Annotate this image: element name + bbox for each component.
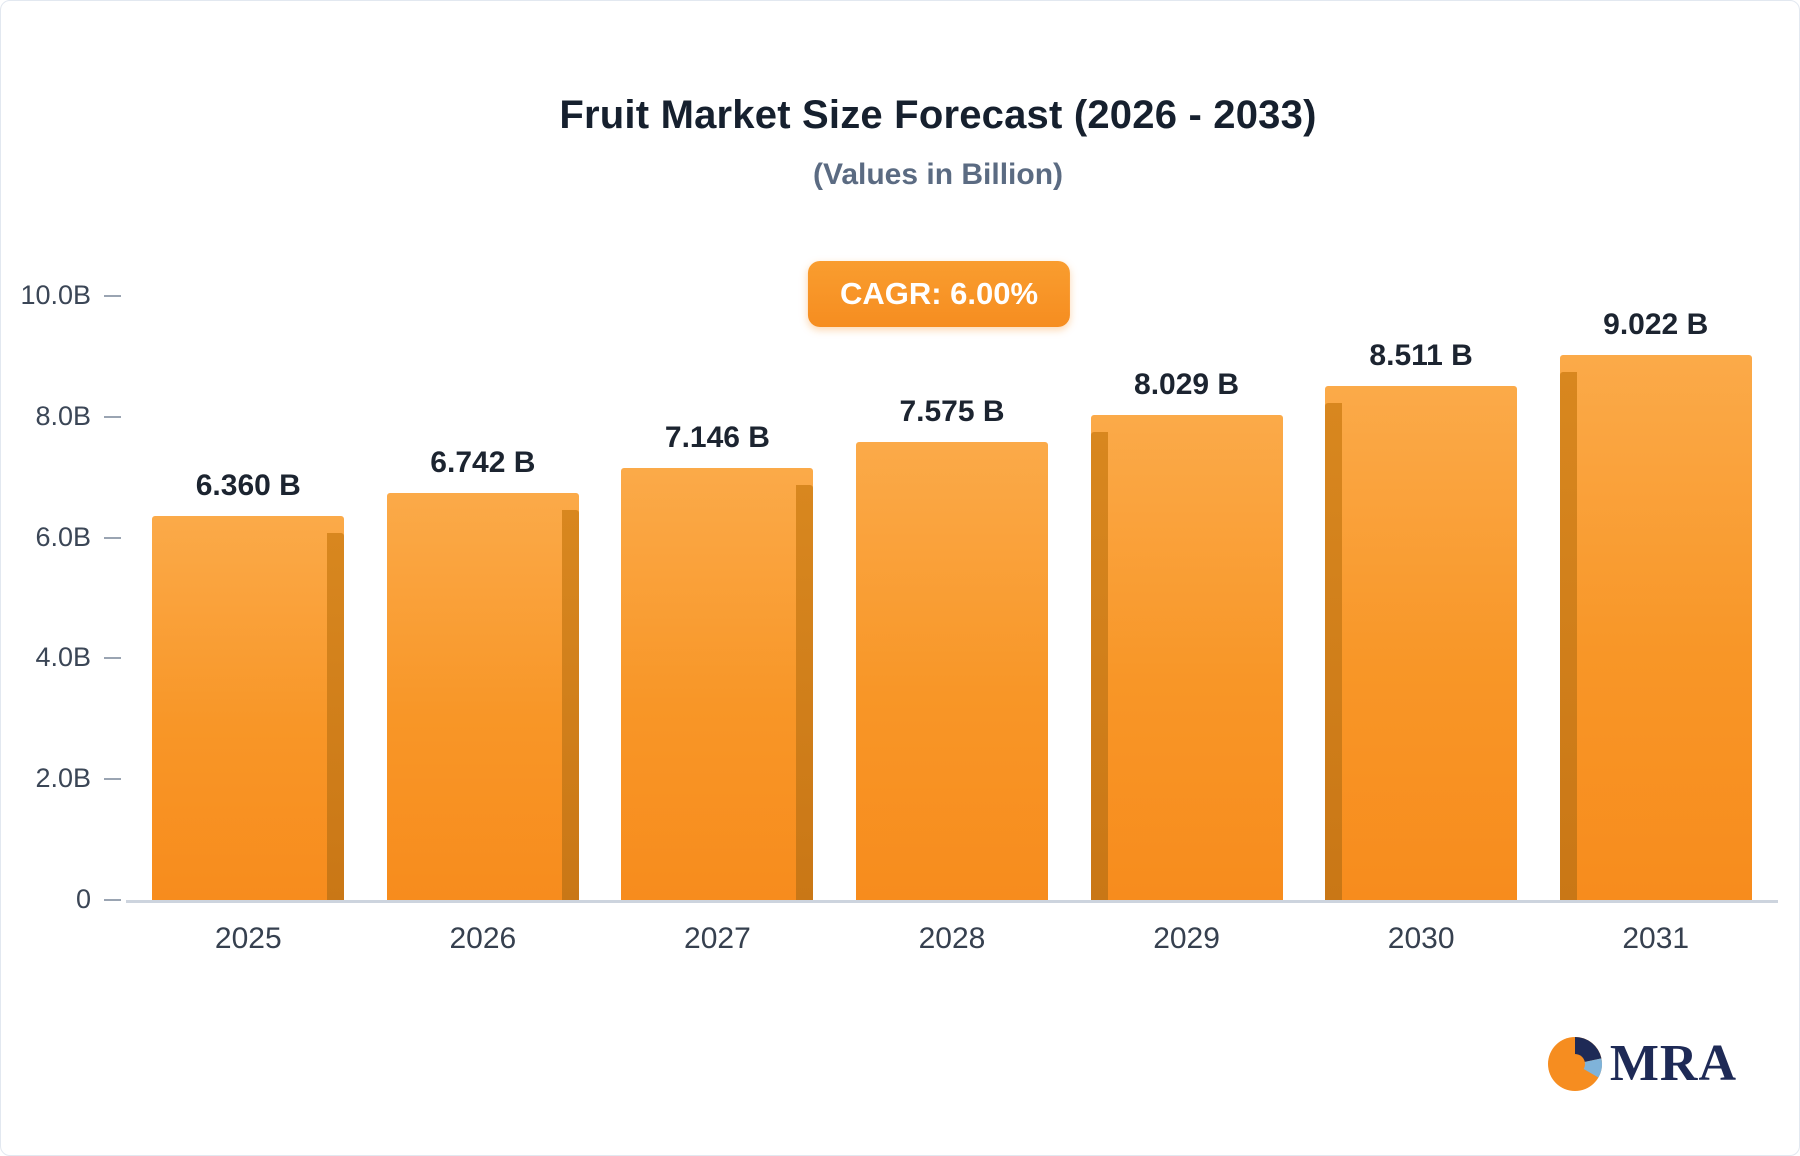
y-tick-mark bbox=[104, 657, 121, 660]
y-tick-label: 8.0B bbox=[35, 400, 91, 431]
y-tick-mark bbox=[104, 536, 121, 539]
x-tick-label: 2026 bbox=[449, 922, 517, 955]
y-tick-mark bbox=[104, 415, 121, 418]
bar-3d-side bbox=[1325, 403, 1342, 900]
x-tick-label: 2029 bbox=[1153, 922, 1220, 955]
bar-2030 bbox=[1325, 386, 1517, 900]
y-tick-mark bbox=[104, 778, 121, 781]
bar-3d-side bbox=[562, 510, 579, 900]
bar-value-label: 8.511 B bbox=[1369, 339, 1473, 372]
mra-logo-icon bbox=[1547, 1037, 1602, 1091]
bar-value-label: 9.022 B bbox=[1603, 308, 1709, 341]
x-tick-label: 2028 bbox=[918, 922, 986, 955]
bar-3d-side bbox=[796, 485, 813, 900]
bar-value-label: 6.360 B bbox=[195, 469, 301, 502]
bar-2025 bbox=[152, 516, 344, 900]
bar-value-label: 7.146 B bbox=[664, 421, 770, 454]
y-tick-label: 0 bbox=[75, 884, 91, 914]
bar-2027 bbox=[621, 468, 813, 900]
mra-logo: MRA bbox=[1546, 1035, 1737, 1093]
bar-value-label: 6.742 B bbox=[430, 446, 536, 479]
bar-2029 bbox=[1091, 415, 1283, 900]
chart-header: Fruit Market Size Forecast (2026 - 2033)… bbox=[1, 93, 1799, 192]
y-tick-mark bbox=[104, 295, 121, 297]
bar-value-label: 7.575 B bbox=[899, 395, 1005, 428]
chart-subtitle: (Values in Billion) bbox=[812, 158, 1064, 191]
x-axis-line bbox=[126, 900, 1778, 903]
chart-title: Fruit Market Size Forecast (2026 - 2033) bbox=[559, 93, 1317, 137]
y-tick-label: 6.0B bbox=[35, 521, 91, 552]
bar-3d-side bbox=[1560, 372, 1577, 900]
x-tick-label: 2027 bbox=[684, 922, 751, 955]
bar-3d-side bbox=[1091, 432, 1108, 900]
y-tick-label: 4.0B bbox=[35, 642, 91, 673]
mra-logo-text: MRA bbox=[1609, 1035, 1737, 1092]
y-tick-mark bbox=[104, 899, 121, 901]
bar-2028 bbox=[856, 442, 1048, 900]
x-tick-label: 2030 bbox=[1387, 922, 1455, 955]
y-tick-label: 10.0B bbox=[20, 280, 91, 310]
bar-2031 bbox=[1560, 355, 1752, 900]
bar-2026 bbox=[387, 493, 579, 900]
bar-value-label: 8.029 B bbox=[1134, 368, 1240, 401]
y-tick-label: 2.0B bbox=[35, 763, 91, 794]
cagr-badge: CAGR: 6.00% bbox=[807, 261, 1071, 327]
bar-3d-side bbox=[327, 533, 344, 900]
x-tick-label: 2031 bbox=[1622, 922, 1690, 955]
x-tick-label: 2025 bbox=[214, 922, 282, 955]
